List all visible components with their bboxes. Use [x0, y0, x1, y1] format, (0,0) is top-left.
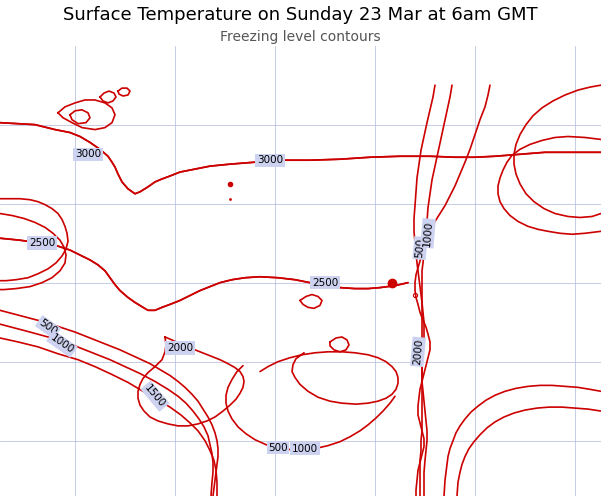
Text: 2500: 2500 — [29, 238, 55, 248]
Text: 3000: 3000 — [257, 155, 283, 165]
Text: 1500: 1500 — [142, 383, 167, 410]
Text: 2000: 2000 — [412, 338, 424, 365]
Text: Freezing level contours: Freezing level contours — [220, 30, 381, 45]
Text: 2000: 2000 — [167, 343, 193, 353]
Text: 500: 500 — [414, 238, 426, 258]
Text: 3000: 3000 — [75, 149, 101, 159]
Text: 2500: 2500 — [312, 278, 338, 288]
Text: 1000: 1000 — [292, 443, 318, 454]
Text: 1000: 1000 — [49, 332, 76, 356]
Text: 500: 500 — [37, 317, 59, 337]
Text: 1000: 1000 — [422, 220, 434, 247]
Text: Surface Temperature on Sunday 23 Mar at 6am GMT: Surface Temperature on Sunday 23 Mar at … — [63, 5, 538, 24]
Text: 500: 500 — [268, 442, 288, 453]
